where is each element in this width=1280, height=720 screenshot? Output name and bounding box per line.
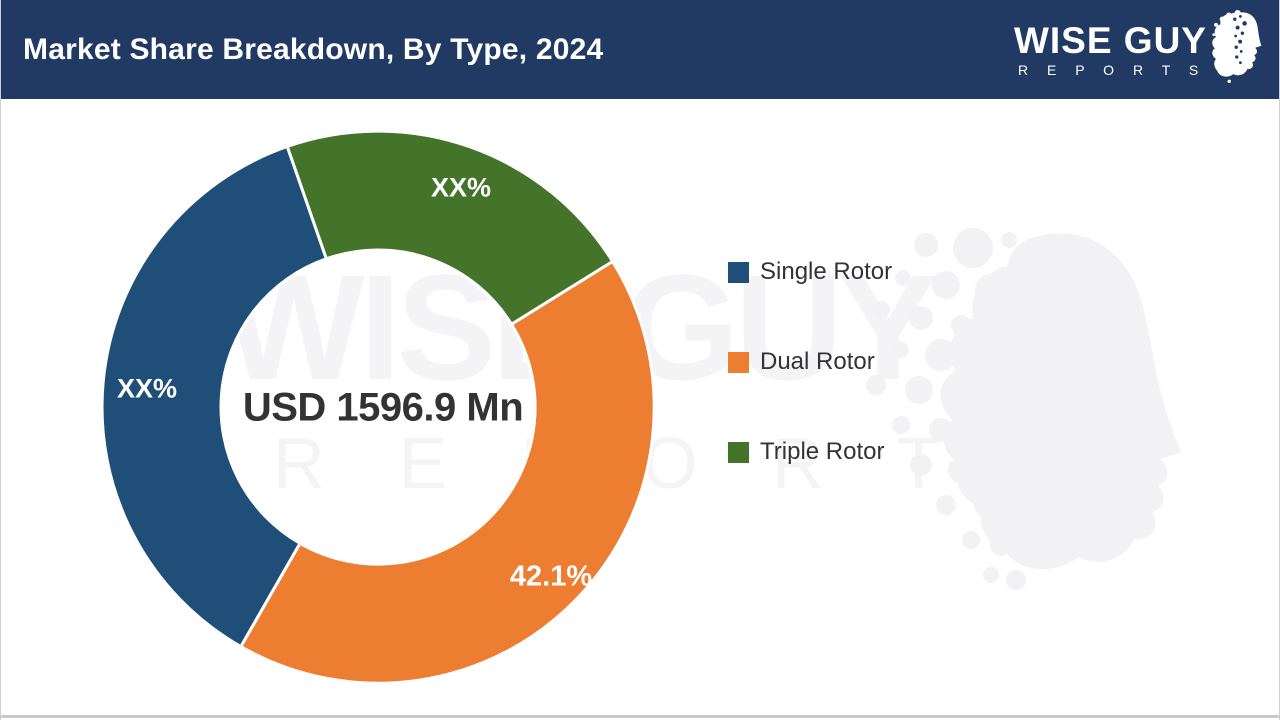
legend-label-single-rotor: Single Rotor xyxy=(760,258,893,285)
logo-head-icon xyxy=(1212,9,1262,84)
page-title: Market Share Breakdown, By Type, 2024 xyxy=(23,32,604,66)
logo-wordmark-line1: WISE GUY xyxy=(1013,20,1207,62)
logo-wordmark-line2: R E P O R T S xyxy=(1017,61,1206,78)
slice-single-rotor xyxy=(100,145,328,649)
slice-label-dual-rotor: 42.1% xyxy=(509,560,593,593)
legend-swatch-triple-rotor xyxy=(728,441,749,463)
logo-wordmark: WISE GUY R E P O R T S xyxy=(1013,20,1207,78)
legend-label-triple-rotor: Triple Rotor xyxy=(760,438,885,465)
legend-item-dual-rotor: Dual Rotor xyxy=(728,341,892,383)
legend-swatch-dual-rotor xyxy=(728,351,749,373)
slice-label-single-rotor: XX% xyxy=(116,373,178,404)
wise-guy-logo: WISE GUY R E P O R T S xyxy=(1014,8,1267,92)
header-bar: Market Share Breakdown, By Type, 2024 WI… xyxy=(1,0,1279,99)
chart-legend: Single Rotor Dual Rotor Triple Rotor xyxy=(728,251,892,521)
legend-label-dual-rotor: Dual Rotor xyxy=(760,348,875,375)
donut-center-value: USD 1596.9 Mn xyxy=(242,385,524,430)
slice-dual-rotor xyxy=(239,260,656,685)
legend-swatch-single-rotor xyxy=(728,261,749,283)
legend-item-single-rotor: Single Rotor xyxy=(728,251,892,293)
slice-label-triple-rotor: XX% xyxy=(430,172,492,203)
slice-triple-rotor xyxy=(285,129,615,326)
legend-item-triple-rotor: Triple Rotor xyxy=(728,431,892,473)
bottom-divider xyxy=(1,715,1279,718)
